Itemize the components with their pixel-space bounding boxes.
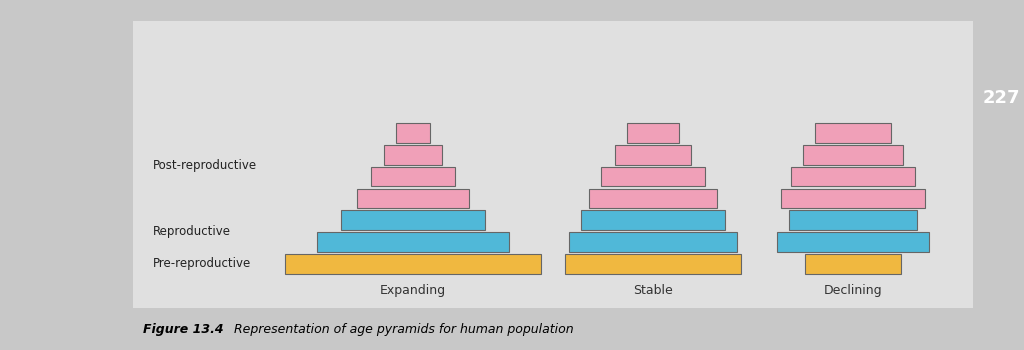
Text: Figure 13.4: Figure 13.4 (143, 323, 224, 336)
Bar (569, 232, 737, 252)
Text: Expanding: Expanding (380, 284, 446, 296)
Bar (615, 145, 691, 164)
Bar (788, 210, 916, 230)
Bar (803, 145, 903, 164)
Bar (384, 145, 441, 164)
Bar (396, 123, 430, 143)
Bar (815, 123, 891, 143)
Text: Pre-reproductive: Pre-reproductive (154, 257, 251, 270)
Bar (341, 210, 485, 230)
Text: Reproductive: Reproductive (154, 225, 231, 238)
Text: Representation of age pyramids for human population: Representation of age pyramids for human… (230, 323, 574, 336)
Bar (581, 210, 725, 230)
Bar (627, 123, 679, 143)
FancyBboxPatch shape (125, 18, 981, 311)
Bar (317, 232, 509, 252)
Text: 227: 227 (982, 89, 1020, 107)
Text: Stable: Stable (633, 284, 673, 296)
Bar (805, 254, 901, 274)
Bar (371, 167, 455, 186)
Bar (565, 254, 741, 274)
Bar (285, 254, 541, 274)
Bar (601, 167, 705, 186)
Bar (777, 232, 929, 252)
Bar (589, 189, 717, 208)
Text: Declining: Declining (823, 284, 882, 296)
Bar (357, 189, 469, 208)
Bar (781, 189, 925, 208)
Text: Post-reproductive: Post-reproductive (154, 159, 257, 172)
Bar (791, 167, 914, 186)
